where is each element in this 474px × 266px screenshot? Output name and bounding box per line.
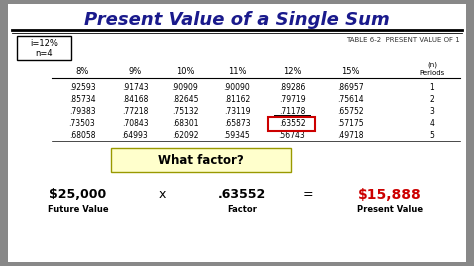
Text: 15%: 15%	[341, 68, 359, 77]
Text: 8%: 8%	[75, 68, 89, 77]
Text: .63552: .63552	[218, 189, 266, 202]
Text: .85734: .85734	[69, 94, 95, 103]
Text: What factor?: What factor?	[158, 155, 244, 168]
Text: .68301: .68301	[172, 118, 198, 127]
Text: .81162: .81162	[224, 94, 250, 103]
Text: .71178: .71178	[279, 106, 305, 115]
Text: 2: 2	[429, 94, 434, 103]
Text: .65752: .65752	[337, 106, 363, 115]
Text: .79383: .79383	[69, 106, 95, 115]
Text: .64993: .64993	[122, 131, 148, 139]
Text: .77218: .77218	[122, 106, 148, 115]
Text: .92593: .92593	[69, 82, 95, 92]
Text: 9%: 9%	[128, 68, 142, 77]
Text: .84168: .84168	[122, 94, 148, 103]
Text: i=12%: i=12%	[30, 39, 58, 48]
Text: =: =	[303, 189, 313, 202]
Text: Present Value: Present Value	[357, 205, 423, 214]
Text: Future Value: Future Value	[48, 205, 109, 214]
Text: .89286: .89286	[279, 82, 305, 92]
Text: TABLE 6-2  PRESENT VALUE OF 1: TABLE 6-2 PRESENT VALUE OF 1	[346, 37, 460, 43]
Text: Factor: Factor	[227, 205, 257, 214]
Text: .62092: .62092	[172, 131, 198, 139]
Text: n=4: n=4	[35, 49, 53, 59]
Text: .73503: .73503	[69, 118, 95, 127]
Text: .49718: .49718	[337, 131, 363, 139]
Text: .57175: .57175	[337, 118, 363, 127]
Text: .86957: .86957	[337, 82, 363, 92]
FancyBboxPatch shape	[17, 36, 71, 60]
Text: Present Value of a Single Sum: Present Value of a Single Sum	[84, 11, 390, 29]
Text: 10%: 10%	[176, 68, 194, 77]
FancyBboxPatch shape	[111, 148, 291, 172]
Text: 1: 1	[429, 82, 434, 92]
Text: $15,888: $15,888	[358, 188, 422, 202]
Text: .65873: .65873	[224, 118, 250, 127]
Text: .79719: .79719	[279, 94, 305, 103]
Text: .73119: .73119	[224, 106, 250, 115]
Text: .56743: .56743	[279, 131, 305, 139]
Text: .90909: .90909	[172, 82, 199, 92]
Text: 12%: 12%	[283, 68, 301, 77]
Text: .90090: .90090	[224, 82, 250, 92]
Text: $25,000: $25,000	[49, 189, 107, 202]
Text: .70843: .70843	[122, 118, 148, 127]
Text: 11%: 11%	[228, 68, 246, 77]
Text: Periods: Periods	[419, 70, 445, 76]
Text: .91743: .91743	[122, 82, 148, 92]
Text: (n): (n)	[427, 62, 437, 68]
Text: 4: 4	[429, 118, 435, 127]
Text: .82645: .82645	[172, 94, 198, 103]
FancyBboxPatch shape	[268, 117, 316, 131]
Text: .68058: .68058	[69, 131, 95, 139]
Text: .59345: .59345	[224, 131, 250, 139]
Text: .63552: .63552	[279, 118, 305, 127]
Text: 3: 3	[429, 106, 435, 115]
Text: .75132: .75132	[172, 106, 198, 115]
Text: 5: 5	[429, 131, 435, 139]
Text: .75614: .75614	[337, 94, 363, 103]
Text: x: x	[158, 189, 166, 202]
